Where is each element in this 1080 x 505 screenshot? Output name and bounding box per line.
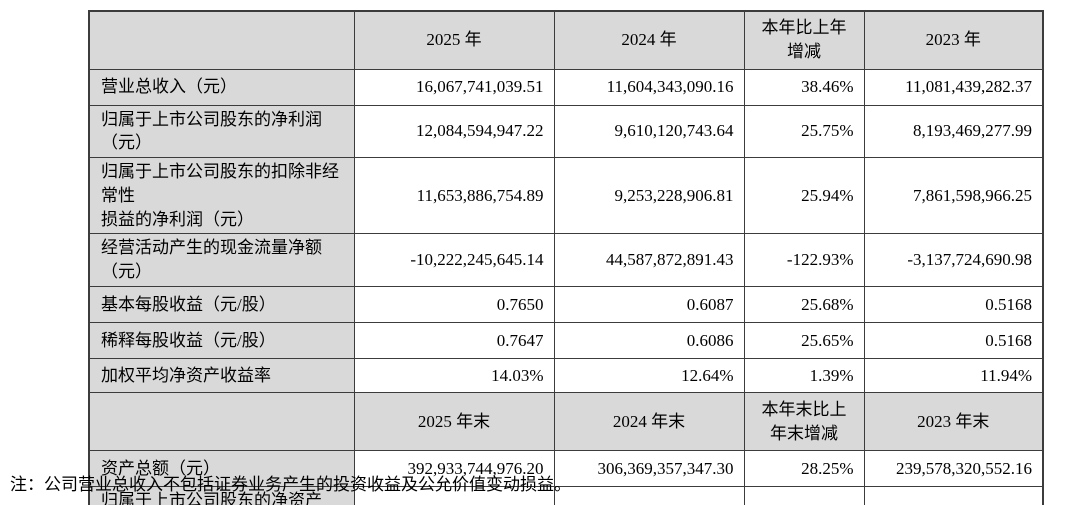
cell-2024: 9,253,228,906.81 <box>553 157 745 235</box>
cell-2023: 0.5168 <box>863 286 1044 324</box>
cell-2025: 14.03% <box>353 358 555 394</box>
table-row-diluted-eps: 稀释每股收益（元/股） 0.7647 0.6086 25.65% 0.5168 <box>88 322 1044 360</box>
cell-2025: -10,222,245,645.14 <box>353 233 555 288</box>
cell-2024: 80,727,090,522.63 <box>553 486 745 505</box>
row-label: 归属于上市公司股东的扣除非经常性 损益的净利润（元） <box>88 157 355 235</box>
cell-change: 25.75% <box>743 104 865 159</box>
cell-2024: 0.6087 <box>553 286 745 324</box>
cell-change: 25.65% <box>743 322 865 360</box>
table-row-operating-cash-flow: 经营活动产生的现金流量净额（元） -10,222,245,645.14 44,5… <box>88 233 1044 288</box>
table-row-net-profit: 归属于上市公司股东的净利润（元） 12,084,594,947.22 9,610… <box>88 104 1044 159</box>
cell-2024: 306,369,357,347.30 <box>553 450 745 488</box>
period-end-header-2024: 2024 年末 <box>553 392 745 452</box>
annual-header-yoy-change: 本年比上年 增减 <box>743 10 865 70</box>
cell-change: 25.68% <box>743 286 865 324</box>
row-label: 经营活动产生的现金流量净额（元） <box>88 233 355 288</box>
cell-2023: 239,578,320,552.16 <box>863 450 1044 488</box>
annual-header-2024: 2024 年 <box>553 10 745 70</box>
row-label: 稀释每股收益（元/股） <box>88 322 355 360</box>
cell-2024: 0.6086 <box>553 322 745 360</box>
cell-change: 13.81% <box>743 486 865 505</box>
period-end-header-row: 2025 年末 2024 年末 本年末比上 年末增减 2023 年末 <box>88 392 1044 452</box>
cell-change: 1.39% <box>743 358 865 394</box>
row-label: 资产总额（元） <box>88 450 355 488</box>
row-label: 基本每股收益（元/股） <box>88 286 355 324</box>
period-end-header-2025: 2025 年末 <box>353 392 555 452</box>
cell-change: 25.94% <box>743 157 865 235</box>
cell-2024: 44,587,872,891.43 <box>553 233 745 288</box>
annual-header-2025: 2025 年 <box>353 10 555 70</box>
annual-header-blank-cell <box>88 10 355 70</box>
row-label: 加权平均净资产收益率 <box>88 358 355 394</box>
cell-2025: 91,875,470,955.31 <box>353 486 555 505</box>
cell-2025: 16,067,741,039.51 <box>353 68 555 106</box>
cell-change: 38.46% <box>743 68 865 106</box>
footnote: 注：公司营业总收入不包括证券业务产生的投资收益及公允价值变动损益。 <box>10 475 571 494</box>
cell-2023: 0.5168 <box>863 322 1044 360</box>
row-label: 归属于上市公司股东的净利润（元） <box>88 104 355 159</box>
table-row-total-revenue: 营业总收入（元） 16,067,741,039.51 11,604,343,09… <box>88 68 1044 106</box>
table-row-total-assets: 资产总额（元） 392,933,744,976.20 306,369,357,3… <box>88 450 1044 488</box>
cell-2025: 12,084,594,947.22 <box>353 104 555 159</box>
cell-2025: 0.7650 <box>353 286 555 324</box>
row-label: 归属于上市公司股东的净资产（元） <box>88 486 355 505</box>
financial-summary-table: 2025 年 2024 年 本年比上年 增减 2023 年 营业总收入（元） 1… <box>88 10 1044 505</box>
period-end-header-2023: 2023 年末 <box>863 392 1044 452</box>
cell-2025: 0.7647 <box>353 322 555 360</box>
cell-2024: 12.64% <box>553 358 745 394</box>
cell-2024: 9,610,120,743.64 <box>553 104 745 159</box>
period-end-header-blank-cell <box>88 392 355 452</box>
table-row-net-assets: 归属于上市公司股东的净资产（元） 91,875,470,955.31 80,72… <box>88 486 1044 505</box>
cell-2024: 11,604,343,090.16 <box>553 68 745 106</box>
row-label: 营业总收入（元） <box>88 68 355 106</box>
cell-2023: 11,081,439,282.37 <box>863 68 1044 106</box>
cell-change: -122.93% <box>743 233 865 288</box>
cell-2023: -3,137,724,690.98 <box>863 233 1044 288</box>
table-row-basic-eps: 基本每股收益（元/股） 0.7650 0.6087 25.68% 0.5168 <box>88 286 1044 324</box>
table-row-net-profit-excl-nonrecurring: 归属于上市公司股东的扣除非经常性 损益的净利润（元） 11,653,886,75… <box>88 157 1044 235</box>
annual-header-2023: 2023 年 <box>863 10 1044 70</box>
annual-header-row: 2025 年 2024 年 本年比上年 增减 2023 年 <box>88 10 1044 70</box>
cell-change: 28.25% <box>743 450 865 488</box>
cell-2023: 7,861,598,966.25 <box>863 157 1044 235</box>
cell-2023: 71,962,860,559.82 <box>863 486 1044 505</box>
cell-2023: 11.94% <box>863 358 1044 394</box>
period-end-header-yoy-change: 本年末比上 年末增减 <box>743 392 865 452</box>
table-row-weighted-avg-roe: 加权平均净资产收益率 14.03% 12.64% 1.39% 11.94% <box>88 358 1044 394</box>
cell-2025: 11,653,886,754.89 <box>353 157 555 235</box>
cell-2023: 8,193,469,277.99 <box>863 104 1044 159</box>
